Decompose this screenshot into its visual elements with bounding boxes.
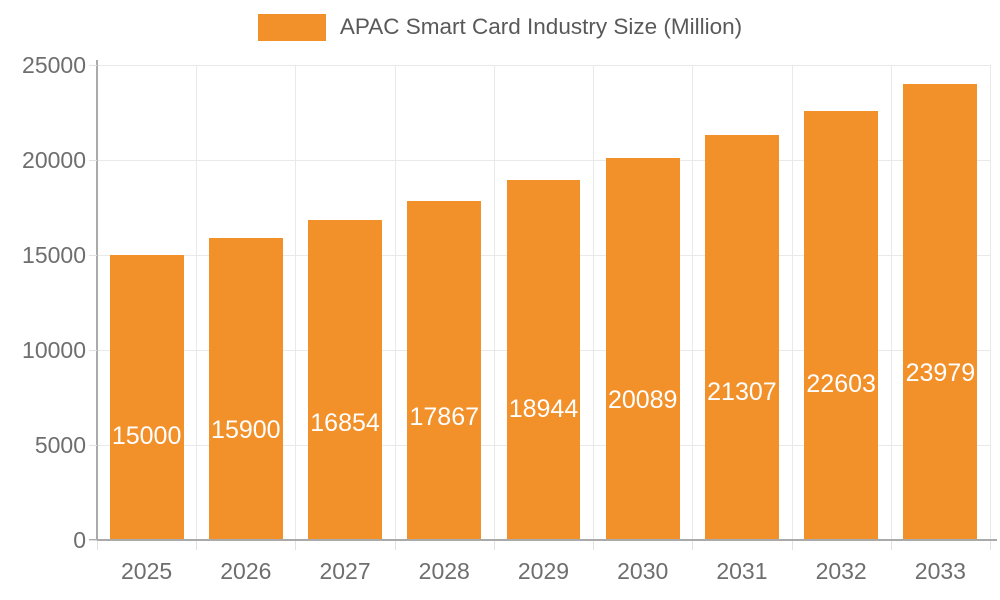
gridline-vertical xyxy=(196,65,197,540)
x-axis-tick-label: 2031 xyxy=(716,558,768,584)
bar-value-label: 18944 xyxy=(508,395,579,424)
x-axis-tick xyxy=(990,541,991,550)
y-axis-tick-label: 0 xyxy=(73,527,86,553)
x-axis-tick-label: 2026 xyxy=(220,558,272,584)
x-axis-tick xyxy=(494,541,495,550)
x-axis-tick xyxy=(593,541,594,550)
bar[interactable]: 17867 xyxy=(407,200,482,540)
x-axis-tick-label: 2027 xyxy=(319,558,371,584)
gridline-vertical xyxy=(295,65,296,540)
x-axis-tick-label: 2030 xyxy=(617,558,669,584)
x-axis-tick xyxy=(692,541,693,550)
bar[interactable]: 16854 xyxy=(308,219,382,540)
legend-label: APAC Smart Card Industry Size (Million) xyxy=(339,13,743,39)
gridline-vertical xyxy=(494,65,495,540)
x-axis-line xyxy=(89,539,997,541)
bar[interactable]: 20089 xyxy=(605,158,680,540)
bar-value-label: 17867 xyxy=(409,402,480,431)
y-axis-tick-label: 25000 xyxy=(22,52,86,78)
gridline-vertical xyxy=(792,65,793,540)
bar-value-label: 15900 xyxy=(211,415,281,444)
bar-value-label: 22603 xyxy=(806,369,876,398)
y-axis-tick xyxy=(89,255,97,256)
x-axis-tick-label: 2032 xyxy=(815,558,867,584)
legend-swatch-apac-smart-card xyxy=(257,13,326,41)
gridline-vertical xyxy=(395,65,396,540)
y-axis-tick xyxy=(89,65,97,66)
y-axis-tick-label: 10000 xyxy=(22,337,86,363)
x-axis-tick-label: 2029 xyxy=(517,558,570,584)
gridline-horizontal xyxy=(97,160,990,161)
x-axis-tick xyxy=(891,541,892,550)
bar-value-label: 16854 xyxy=(310,408,380,437)
gridline-vertical xyxy=(692,65,693,540)
bar[interactable]: 15000 xyxy=(109,255,184,540)
x-axis-tick-label: 2033 xyxy=(914,558,966,584)
x-axis-tick xyxy=(395,541,396,550)
x-axis-tick xyxy=(295,541,296,550)
x-axis-tick-label: 2028 xyxy=(418,558,470,584)
y-axis-tick-label: 5000 xyxy=(34,432,86,458)
y-axis-line xyxy=(96,60,98,541)
bar-value-label: 23979 xyxy=(905,359,976,388)
gridline-horizontal xyxy=(97,65,990,66)
x-axis-tick xyxy=(196,541,197,550)
bar[interactable]: 22603 xyxy=(804,110,879,540)
y-axis-tick-label: 15000 xyxy=(22,242,86,268)
x-axis-tick xyxy=(792,541,793,550)
y-axis-tick xyxy=(89,350,97,351)
bar[interactable]: 23979 xyxy=(903,84,978,540)
gridline-vertical xyxy=(990,65,991,540)
bar[interactable]: 21307 xyxy=(704,135,779,540)
x-axis-tick-label: 2025 xyxy=(121,558,173,584)
chart-legend: APAC Smart Card Industry Size (Million) xyxy=(0,11,1000,43)
bar-value-label: 21307 xyxy=(707,378,777,407)
y-axis-tick xyxy=(89,160,97,161)
x-axis-tick xyxy=(97,541,98,550)
bar[interactable]: 18944 xyxy=(506,180,581,540)
bar-value-label: 20089 xyxy=(607,386,678,415)
bar[interactable]: 15900 xyxy=(208,237,283,540)
y-axis-tick-label: 20000 xyxy=(22,147,86,173)
gridline-vertical xyxy=(593,65,594,540)
gridline-vertical xyxy=(891,65,892,540)
y-axis-tick xyxy=(89,540,97,541)
bar-value-label: 15000 xyxy=(111,422,182,450)
y-axis-tick xyxy=(89,445,97,446)
plot-area: 15000 15900 16854 17867 18944 20089 21307 22603… xyxy=(97,65,991,541)
